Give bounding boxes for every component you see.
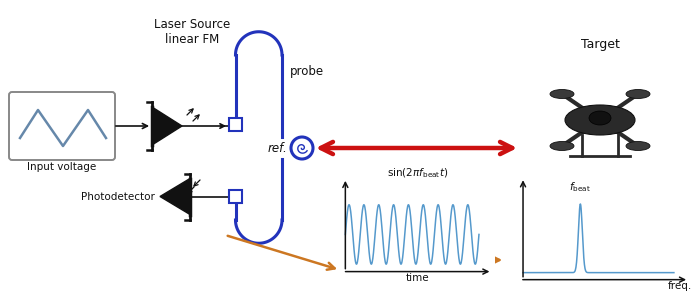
Polygon shape (152, 107, 182, 145)
Polygon shape (160, 178, 190, 215)
Text: Photodetector: Photodetector (81, 192, 155, 201)
Text: time: time (406, 274, 429, 283)
Text: Laser Source: Laser Source (154, 18, 230, 31)
Text: freq.: freq. (668, 281, 692, 291)
Text: Target: Target (580, 38, 620, 51)
Text: linear FM: linear FM (165, 33, 219, 46)
Text: $f_{\rm beat}$: $f_{\rm beat}$ (569, 180, 591, 194)
Text: $\sin(2\pi f_{\rm beat}t)$: $\sin(2\pi f_{\rm beat}t)$ (387, 166, 448, 180)
Ellipse shape (550, 142, 574, 150)
Text: Input voltage: Input voltage (27, 162, 97, 172)
Ellipse shape (550, 90, 574, 99)
Ellipse shape (565, 105, 635, 135)
Ellipse shape (626, 90, 650, 99)
Ellipse shape (626, 142, 650, 150)
Bar (229, 190, 242, 203)
Ellipse shape (589, 111, 611, 125)
Text: ref.: ref. (267, 142, 287, 154)
Text: FT: FT (470, 231, 486, 245)
FancyBboxPatch shape (9, 92, 115, 160)
Bar (229, 118, 242, 131)
Text: probe: probe (290, 65, 324, 79)
